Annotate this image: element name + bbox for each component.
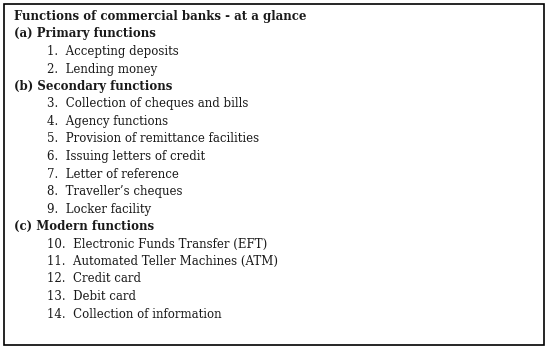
Text: 7.  Letter of reference: 7. Letter of reference bbox=[47, 168, 179, 180]
Text: 2.  Lending money: 2. Lending money bbox=[47, 62, 157, 75]
Text: 3.  Collection of cheques and bills: 3. Collection of cheques and bills bbox=[47, 97, 248, 111]
Text: 1.  Accepting deposits: 1. Accepting deposits bbox=[47, 45, 178, 58]
Text: 5.  Provision of remittance facilities: 5. Provision of remittance facilities bbox=[47, 133, 259, 146]
Text: 13.  Debit card: 13. Debit card bbox=[47, 290, 135, 303]
Text: 11.  Automated Teller Machines (ATM): 11. Automated Teller Machines (ATM) bbox=[47, 255, 278, 268]
Text: 10.  Electronic Funds Transfer (EFT): 10. Electronic Funds Transfer (EFT) bbox=[47, 238, 267, 251]
Text: 6.  Issuing letters of credit: 6. Issuing letters of credit bbox=[47, 150, 205, 163]
Text: (c) Modern functions: (c) Modern functions bbox=[14, 220, 154, 233]
Text: 12.  Credit card: 12. Credit card bbox=[47, 273, 141, 285]
Text: 14.  Collection of information: 14. Collection of information bbox=[47, 307, 221, 320]
Text: 4.  Agency functions: 4. Agency functions bbox=[47, 115, 168, 128]
Text: 9.  Locker facility: 9. Locker facility bbox=[47, 202, 151, 215]
Text: Functions of commercial banks - at a glance: Functions of commercial banks - at a gla… bbox=[14, 10, 306, 23]
Text: (a) Primary functions: (a) Primary functions bbox=[14, 28, 156, 40]
Text: 8.  Traveller’s cheques: 8. Traveller’s cheques bbox=[47, 185, 182, 198]
Text: (b) Secondary functions: (b) Secondary functions bbox=[14, 80, 172, 93]
